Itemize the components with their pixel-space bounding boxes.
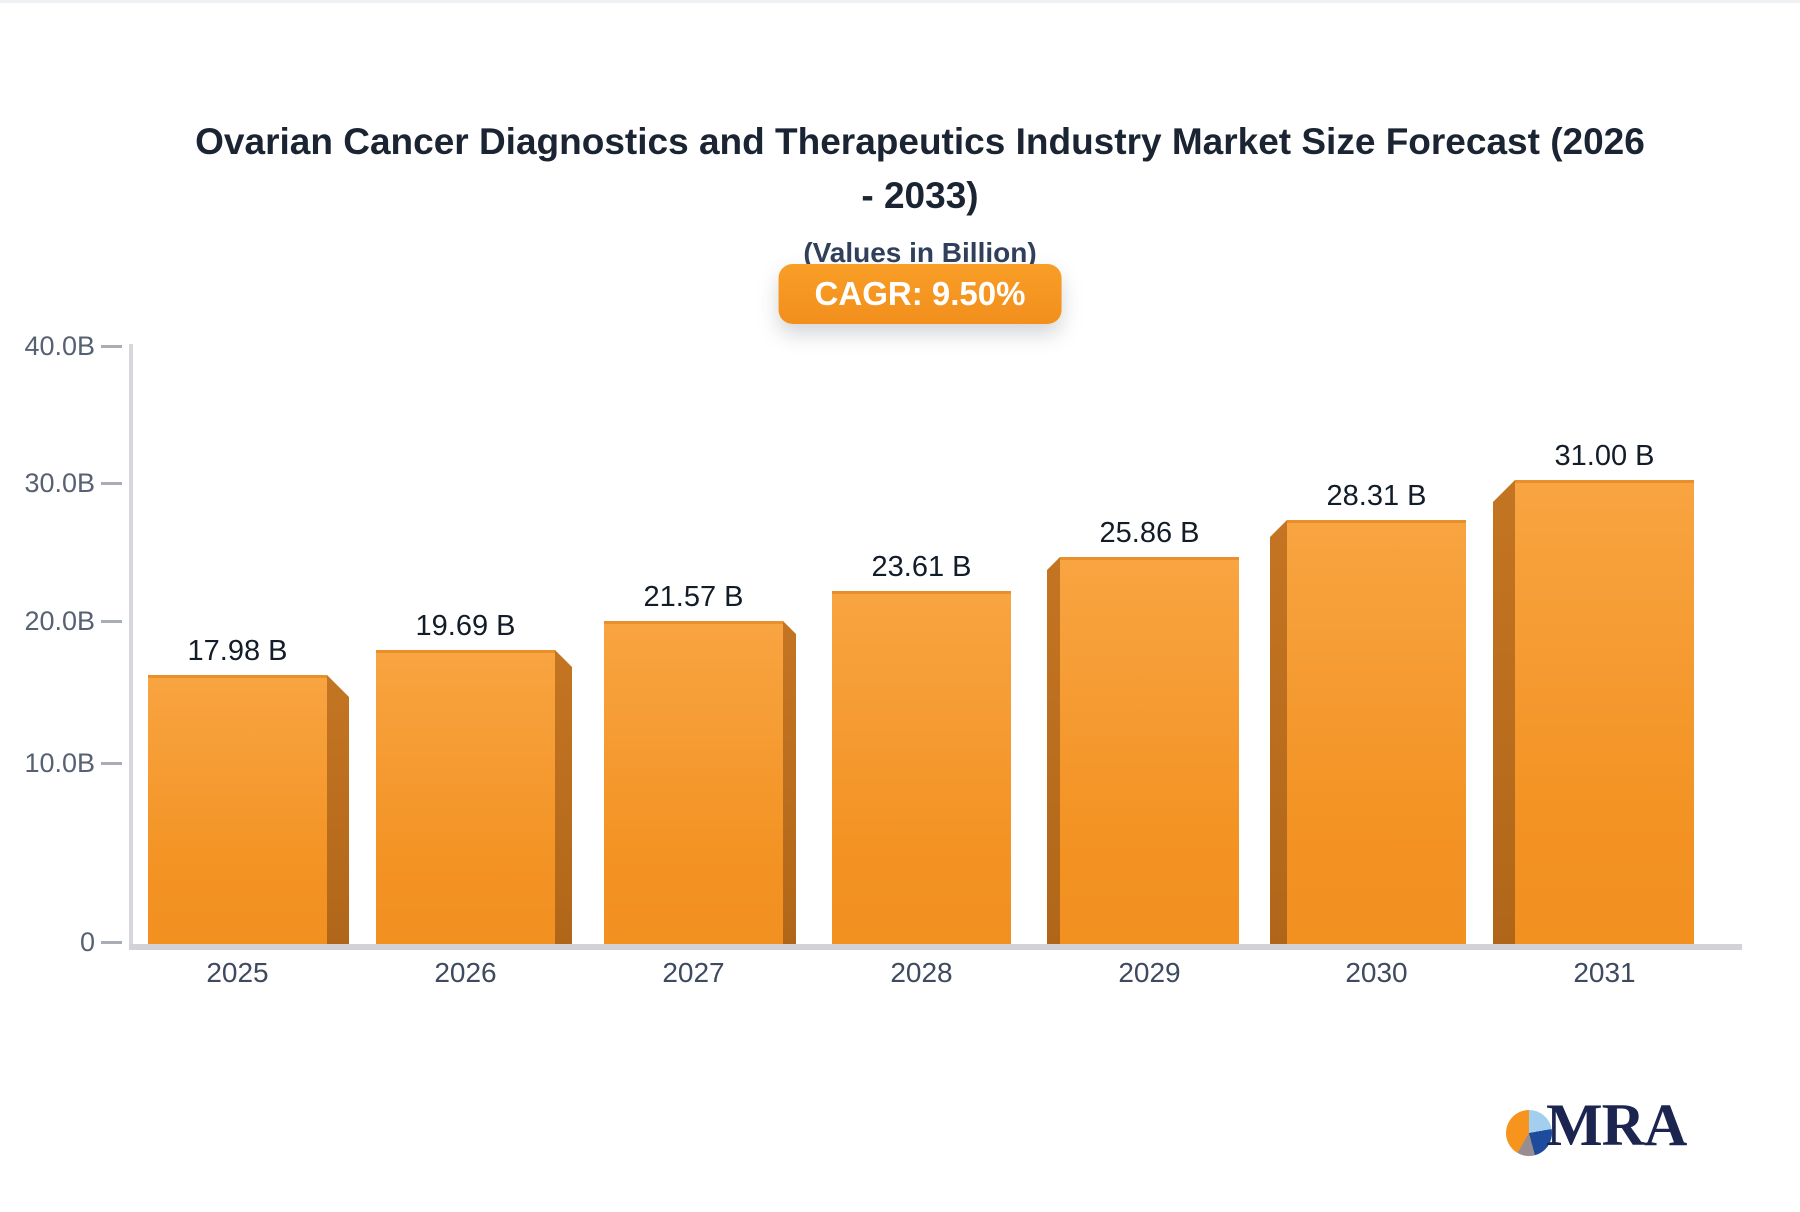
x-axis-label-2025: 2025 [206,957,269,988]
x-axis-label-2027: 2027 [662,957,725,988]
mra-logo: MRA [1506,1091,1687,1160]
logo-text: MRA [1546,1092,1687,1158]
y-tick-mark [101,762,122,765]
bar-side-face [1270,520,1287,949]
bar-side-face [1047,557,1060,949]
bar-value-label: 28.31 B [1326,480,1427,512]
y-tick-label: 20.0B [24,606,95,636]
chart-title: Ovarian Cancer Diagnostics and Therapeut… [40,115,1800,223]
cagr-badge: CAGR: 9.50% [778,264,1062,324]
chart-title-line1: Ovarian Cancer Diagnostics and Therapeut… [195,121,1645,162]
plot-area: 40.0B 30.0B 20.0B 10.0B 0 17.98 B 19.69 B 21.5… [0,3,1800,1212]
bar-2028 [832,591,1011,949]
bar-side-face [1493,480,1515,949]
y-tick-label: 0 [79,927,95,957]
x-axis-label-2029: 2029 [1118,957,1181,988]
y-tick-label: 10.0B [24,748,95,778]
x-axis-label-2026: 2026 [434,957,497,988]
bar-2026 [376,650,555,949]
bar-value-label: 17.98 B [187,635,288,667]
y-tick-mark [101,941,122,944]
bar-value-label: 31.00 B [1554,440,1655,472]
logo-pie-icon [1506,1109,1552,1156]
bar-2029 [1060,557,1239,949]
y-tick-label: 30.0B [24,468,95,498]
bar-2027 [604,621,783,949]
y-tick-label: 40.0B [24,331,95,361]
bar-value-label: 25.86 B [1099,517,1200,549]
x-axis-label-2030: 2030 [1345,957,1408,988]
chart-subtitle: (Values in Billion) [803,237,1037,268]
bar-2030 [1287,520,1466,949]
bar-side-face [783,621,796,949]
y-tick-mark [101,620,122,623]
y-tick-mark [101,345,122,348]
bar-value-label: 21.57 B [643,581,744,613]
bar-value-label: 19.69 B [415,610,516,642]
bar-side-face [555,650,572,949]
bar-2031 [1515,480,1694,949]
y-tick-mark [101,482,122,485]
bar-2025 [148,675,327,949]
y-axis-line [129,344,133,945]
x-axis-label-2031: 2031 [1573,957,1636,988]
chart-title-line2: - 2033) [861,175,979,216]
x-axis-baseline [129,944,1742,950]
bar-side-face [327,675,349,949]
x-axis-label-2028: 2028 [890,957,953,988]
bar-value-label: 23.61 B [871,551,972,583]
